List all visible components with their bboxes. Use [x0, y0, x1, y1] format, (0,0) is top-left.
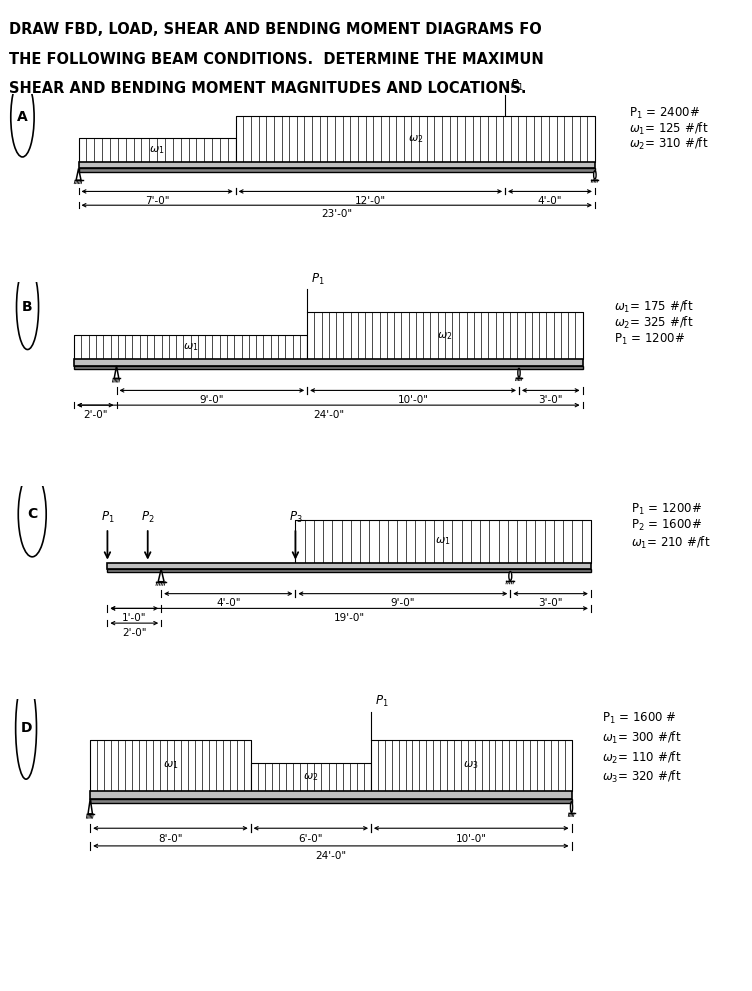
Bar: [108, 563, 591, 569]
Text: 24'-0": 24'-0": [313, 409, 344, 419]
Text: THE FOLLOWING BEAM CONDITIONS.  DETERMINE THE MAXIMUN: THE FOLLOWING BEAM CONDITIONS. DETERMINE…: [9, 52, 544, 66]
Text: $\omega_1$: $\omega_1$: [162, 759, 178, 771]
Text: $\omega_1$= 175 #/ft: $\omega_1$= 175 #/ft: [614, 299, 694, 315]
Text: $\omega_3$= 320 #/ft: $\omega_3$= 320 #/ft: [602, 769, 681, 786]
Circle shape: [518, 369, 520, 378]
Text: $\omega_2$: $\omega_2$: [303, 771, 319, 783]
Text: 2'-0": 2'-0": [83, 409, 108, 419]
Text: $\omega_1$: $\omega_1$: [183, 341, 199, 353]
Text: 3'-0": 3'-0": [538, 599, 562, 608]
Text: 4'-0": 4'-0": [538, 195, 562, 206]
Bar: [78, 138, 235, 163]
Text: $\omega_2$: $\omega_2$: [437, 330, 453, 342]
Text: $P_3$: $P_3$: [289, 509, 302, 525]
Text: P$_1$ = 1600 #: P$_1$ = 1600 #: [602, 711, 676, 725]
Bar: [90, 740, 250, 791]
Bar: [90, 791, 572, 799]
Circle shape: [571, 802, 572, 813]
Text: P$_2$ = 1600#: P$_2$ = 1600#: [631, 518, 702, 533]
Text: 1'-0": 1'-0": [122, 612, 147, 623]
Bar: [235, 116, 595, 163]
Bar: [74, 366, 583, 370]
Text: 9'-0": 9'-0": [390, 599, 415, 608]
Text: $P_1$: $P_1$: [101, 509, 114, 525]
Text: $\omega_1$= 300 #/ft: $\omega_1$= 300 #/ft: [602, 730, 681, 746]
Text: B: B: [23, 300, 33, 314]
Polygon shape: [114, 366, 119, 379]
Text: $\omega_2$= 310 #/ft: $\omega_2$= 310 #/ft: [629, 137, 708, 153]
Text: SHEAR AND BENDING MOMENT MAGNITUDES AND LOCATIONS.: SHEAR AND BENDING MOMENT MAGNITUDES AND …: [9, 81, 526, 96]
Bar: [250, 763, 371, 791]
Bar: [371, 740, 572, 791]
Bar: [307, 312, 583, 360]
Text: 4'-0": 4'-0": [216, 599, 241, 608]
Text: $\omega_1$= 125 #/ft: $\omega_1$= 125 #/ft: [629, 121, 708, 137]
Text: 19'-0": 19'-0": [334, 612, 365, 623]
Text: 8'-0": 8'-0": [158, 833, 183, 843]
Text: $\omega_1$: $\omega_1$: [435, 535, 451, 547]
Text: $\omega_1$= 210 #/ft: $\omega_1$= 210 #/ft: [631, 535, 711, 551]
Text: 2'-0": 2'-0": [122, 627, 147, 637]
Bar: [74, 335, 307, 360]
Text: 6'-0": 6'-0": [299, 833, 323, 843]
Text: 3'-0": 3'-0": [538, 395, 563, 405]
Text: 9'-0": 9'-0": [199, 395, 224, 405]
Text: 23'-0": 23'-0": [321, 209, 352, 219]
Text: 10'-0": 10'-0": [456, 833, 487, 843]
Text: D: D: [20, 721, 32, 735]
Text: $P_1$: $P_1$: [510, 77, 523, 92]
Polygon shape: [88, 799, 92, 814]
Polygon shape: [158, 569, 164, 582]
Circle shape: [509, 572, 512, 581]
Bar: [74, 360, 583, 366]
Bar: [78, 163, 595, 168]
Text: 24'-0": 24'-0": [315, 851, 347, 861]
Text: 10'-0": 10'-0": [398, 395, 429, 405]
Text: A: A: [17, 110, 28, 124]
Text: $\omega_2$= 325 #/ft: $\omega_2$= 325 #/ft: [614, 315, 694, 331]
Text: 12'-0": 12'-0": [355, 195, 386, 206]
Bar: [108, 569, 591, 573]
Text: $\omega_1$: $\omega_1$: [150, 144, 165, 156]
Text: DRAW FBD, LOAD, SHEAR AND BENDING MOMENT DIAGRAMS FO: DRAW FBD, LOAD, SHEAR AND BENDING MOMENT…: [9, 22, 541, 37]
Text: P$_1$ = 1200#: P$_1$ = 1200#: [614, 332, 685, 347]
Bar: [296, 520, 591, 563]
Polygon shape: [76, 168, 81, 180]
Bar: [78, 168, 595, 171]
Text: $\omega_3$: $\omega_3$: [463, 759, 479, 771]
Text: 7'-0": 7'-0": [145, 195, 169, 206]
Text: P$_1$ = 2400#: P$_1$ = 2400#: [629, 106, 699, 121]
Text: $\omega_2$: $\omega_2$: [408, 134, 423, 146]
Text: $P_1$: $P_1$: [375, 695, 389, 710]
Circle shape: [593, 170, 596, 179]
Text: $\omega_2$= 110 #/ft: $\omega_2$= 110 #/ft: [602, 750, 681, 766]
Text: C: C: [27, 507, 38, 521]
Text: $P_2$: $P_2$: [141, 509, 154, 525]
Bar: [90, 799, 572, 803]
Text: P$_1$ = 1200#: P$_1$ = 1200#: [631, 502, 702, 517]
Text: $P_1$: $P_1$: [311, 272, 325, 286]
